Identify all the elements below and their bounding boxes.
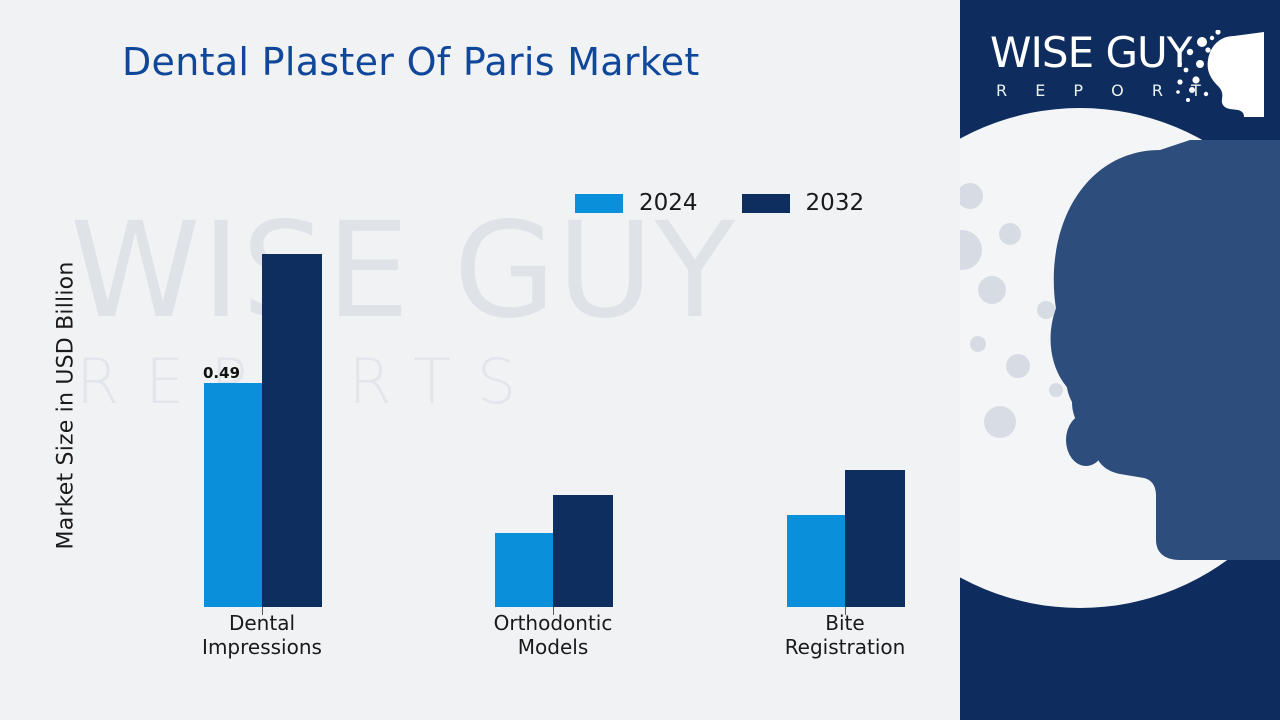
- axis-tick-orthodontic-models: [553, 607, 554, 615]
- logo-wordmark: WISE GUY: [990, 28, 1192, 77]
- brand-logo[interactable]: WISE GUY R E P O R T S: [990, 28, 1264, 122]
- legend-item-2032[interactable]: 2032: [741, 190, 865, 216]
- category-label-line-2: Registration: [784, 634, 906, 659]
- legend-swatch-2032: [741, 194, 790, 213]
- bar-2032-dental-impressions[interactable]: [262, 254, 322, 607]
- category-label-bite-registration: Bite Registration: [745, 611, 945, 659]
- category-label-line-2: Impressions: [202, 634, 322, 659]
- bar-2024-bite-registration[interactable]: [787, 515, 845, 607]
- bar-2024-orthodontic-models[interactable]: [495, 533, 553, 607]
- axis-tick-bite-registration: [845, 607, 846, 615]
- bar-2032-orthodontic-models[interactable]: [553, 495, 613, 607]
- page-title: Dental Plaster Of Paris Market: [122, 40, 700, 84]
- bar-value-2024-dental-impressions: 0.49: [203, 364, 241, 382]
- category-label-line-1: Bite: [825, 611, 865, 635]
- logo-subtitle: R E P O R T S: [996, 81, 1251, 100]
- category-label-line-1: Dental: [228, 611, 296, 635]
- legend-swatch-2024: [575, 194, 623, 213]
- head-silhouette-icon: [1050, 140, 1280, 560]
- bar-2032-bite-registration[interactable]: [845, 470, 905, 607]
- chart-legend: 2024 2032: [575, 192, 864, 215]
- logo-dotted-head-icon: [1176, 30, 1264, 117]
- category-label-orthodontic-models: Orthodontic Models: [453, 611, 653, 659]
- legend-label-2024: 2024: [639, 190, 698, 216]
- legend-item-2024[interactable]: 2024: [575, 192, 698, 215]
- plot-area: 0.49 Dental Impressions Orthodontic Mode…: [96, 254, 956, 659]
- axis-tick-dental-impressions: [262, 607, 263, 615]
- dot-pattern-icon: [960, 183, 1063, 438]
- category-label-line-1: Orthodontic: [493, 611, 613, 635]
- axis-baseline: [96, 607, 956, 608]
- legend-label-2032: 2032: [805, 190, 865, 216]
- bar-chart: Market Size in USD Billion 2024 2032 0.4…: [53, 191, 956, 659]
- brand-panel: [960, 0, 1280, 720]
- bar-2024-dental-impressions[interactable]: [204, 383, 262, 607]
- category-label-dental-impressions: Dental Impressions: [162, 611, 362, 659]
- category-label-line-2: Models: [517, 634, 589, 659]
